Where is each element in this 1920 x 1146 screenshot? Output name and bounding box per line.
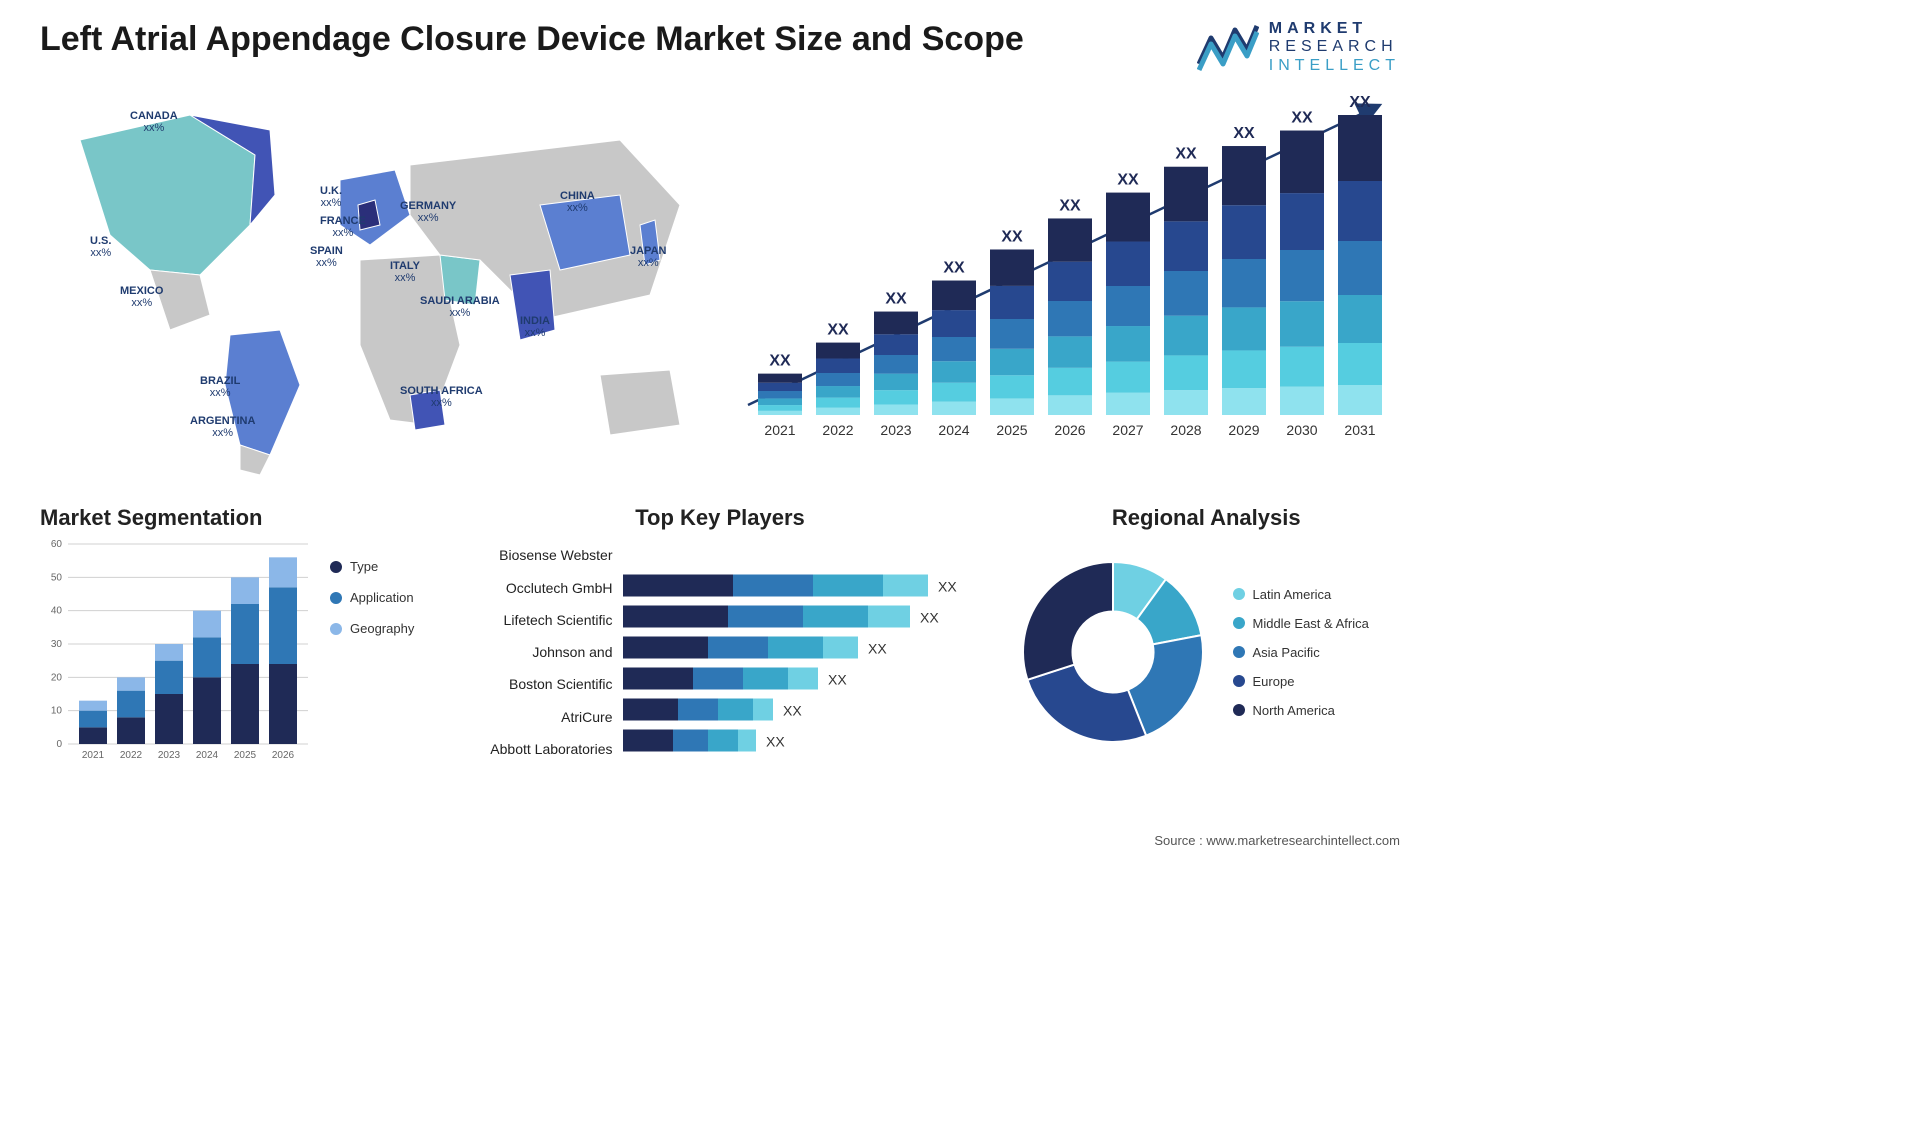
map-label: SPAINxx% bbox=[310, 245, 343, 269]
player-label: Lifetech Scientific bbox=[458, 612, 613, 628]
segmentation-title: Market Segmentation bbox=[40, 505, 428, 531]
legend-item: Geography bbox=[330, 621, 414, 636]
svg-text:2027: 2027 bbox=[1112, 422, 1143, 438]
svg-text:2031: 2031 bbox=[1344, 422, 1375, 438]
legend-item: Middle East & Africa bbox=[1233, 616, 1369, 631]
legend-item: Latin America bbox=[1233, 587, 1369, 602]
svg-text:50: 50 bbox=[51, 573, 63, 584]
map-label: CANADAxx% bbox=[130, 110, 178, 134]
svg-text:2028: 2028 bbox=[1170, 422, 1201, 438]
player-label: AtriCure bbox=[458, 709, 613, 725]
map-label: SOUTH AFRICAxx% bbox=[400, 385, 483, 409]
growth-chart: XX 2021 XX 2022 XX 2023 XX 2024 XX 2025 XX 2026 XX 20… bbox=[740, 85, 1400, 485]
svg-text:XX: XX bbox=[828, 672, 847, 688]
logo-text: MARKET RESEARCH INTELLECT bbox=[1269, 20, 1400, 75]
svg-text:2022: 2022 bbox=[120, 750, 143, 761]
legend-item: Type bbox=[330, 559, 414, 574]
legend-item: North America bbox=[1233, 703, 1369, 718]
segmentation-chart-svg: 0 10 20 30 40 50 60 2021 2022 2023 2024 2025 2026 bbox=[40, 539, 310, 769]
map-label: ARGENTINAxx% bbox=[190, 415, 255, 439]
source-attribution: Source : www.marketresearchintellect.com bbox=[1154, 833, 1400, 848]
svg-text:XX: XX bbox=[1291, 110, 1313, 127]
segmentation-panel: Market Segmentation 0 10 20 30 40 50 60 2021 202… bbox=[40, 505, 428, 765]
svg-text:2025: 2025 bbox=[996, 422, 1027, 438]
map-label: JAPANxx% bbox=[630, 245, 666, 269]
logo-mark-icon bbox=[1197, 24, 1259, 72]
svg-text:2021: 2021 bbox=[82, 750, 105, 761]
svg-text:XX: XX bbox=[868, 641, 887, 657]
player-label: Boston Scientific bbox=[458, 676, 613, 692]
svg-text:XX: XX bbox=[766, 734, 785, 750]
map-label: CHINAxx% bbox=[560, 190, 595, 214]
player-label: Johnson and bbox=[458, 644, 613, 660]
svg-text:XX: XX bbox=[783, 703, 802, 719]
svg-text:XX: XX bbox=[1349, 94, 1371, 111]
svg-text:XX: XX bbox=[1059, 198, 1081, 215]
svg-text:0: 0 bbox=[56, 739, 62, 750]
players-chart-svg: XX XX XX XX XX XX bbox=[623, 539, 983, 756]
svg-text:XX: XX bbox=[920, 610, 939, 626]
brand-logo: MARKET RESEARCH INTELLECT bbox=[1197, 20, 1400, 75]
top-row: CANADAxx% U.S.xx% MEXICOxx% BRAZILxx% ARGENT… bbox=[0, 85, 1440, 485]
svg-text:20: 20 bbox=[51, 673, 63, 684]
regional-donut-svg bbox=[1013, 552, 1213, 752]
players-panel: Top Key Players Biosense Webster Occlutec… bbox=[458, 505, 983, 765]
regional-panel: Regional Analysis Latin America Middle Ea… bbox=[1013, 505, 1401, 765]
svg-text:XX: XX bbox=[885, 291, 907, 308]
svg-text:2022: 2022 bbox=[822, 422, 853, 438]
svg-text:XX: XX bbox=[1233, 125, 1255, 142]
player-label: Biosense Webster bbox=[458, 547, 613, 563]
players-title: Top Key Players bbox=[458, 505, 983, 531]
map-label: INDIAxx% bbox=[520, 315, 550, 339]
legend-item: Asia Pacific bbox=[1233, 645, 1369, 660]
map-label: ITALYxx% bbox=[390, 260, 420, 284]
svg-text:2029: 2029 bbox=[1228, 422, 1259, 438]
regional-legend: Latin America Middle East & Africa Asia Pa… bbox=[1233, 587, 1369, 718]
header: Left Atrial Appendage Closure Device Mar… bbox=[0, 0, 1440, 85]
legend-item: Europe bbox=[1233, 674, 1369, 689]
regional-title: Regional Analysis bbox=[1013, 505, 1401, 531]
svg-text:2026: 2026 bbox=[272, 750, 295, 761]
map-label: BRAZILxx% bbox=[200, 375, 240, 399]
svg-text:XX: XX bbox=[938, 579, 957, 595]
world-map-svg bbox=[40, 85, 700, 475]
svg-text:2021: 2021 bbox=[764, 422, 795, 438]
svg-text:XX: XX bbox=[769, 353, 791, 370]
players-labels: Biosense Webster Occlutech GmbH Lifetech S… bbox=[458, 539, 613, 765]
svg-text:2026: 2026 bbox=[1054, 422, 1085, 438]
map-label: U.K.xx% bbox=[320, 185, 342, 209]
svg-text:2030: 2030 bbox=[1286, 422, 1317, 438]
growth-chart-svg: XX 2021 XX 2022 XX 2023 XX 2024 XX 2025 XX 2026 XX 20… bbox=[740, 85, 1400, 455]
svg-text:30: 30 bbox=[51, 639, 63, 650]
svg-text:XX: XX bbox=[1001, 229, 1023, 246]
map-label: U.S.xx% bbox=[90, 235, 111, 259]
svg-text:60: 60 bbox=[51, 539, 63, 550]
legend-item: Application bbox=[330, 590, 414, 605]
svg-text:XX: XX bbox=[943, 260, 965, 277]
svg-text:2024: 2024 bbox=[196, 750, 219, 761]
svg-text:XX: XX bbox=[827, 322, 849, 339]
map-label: GERMANYxx% bbox=[400, 200, 456, 224]
segmentation-legend: Type Application Geography bbox=[330, 539, 414, 769]
svg-text:2025: 2025 bbox=[234, 750, 257, 761]
svg-text:40: 40 bbox=[51, 606, 63, 617]
svg-text:XX: XX bbox=[1175, 146, 1197, 163]
bottom-row: Market Segmentation 0 10 20 30 40 50 60 2021 202… bbox=[0, 485, 1440, 765]
world-map: CANADAxx% U.S.xx% MEXICOxx% BRAZILxx% ARGENT… bbox=[40, 85, 700, 485]
svg-text:2023: 2023 bbox=[158, 750, 181, 761]
svg-text:2024: 2024 bbox=[938, 422, 969, 438]
map-label: FRANCExx% bbox=[320, 215, 366, 239]
svg-text:10: 10 bbox=[51, 706, 63, 717]
svg-text:XX: XX bbox=[1117, 172, 1139, 189]
player-label: Abbott Laboratories bbox=[458, 741, 613, 757]
page-title: Left Atrial Appendage Closure Device Mar… bbox=[40, 20, 1024, 59]
map-label: SAUDI ARABIAxx% bbox=[420, 295, 500, 319]
player-label: Occlutech GmbH bbox=[458, 580, 613, 596]
map-label: MEXICOxx% bbox=[120, 285, 163, 309]
svg-text:2023: 2023 bbox=[880, 422, 911, 438]
